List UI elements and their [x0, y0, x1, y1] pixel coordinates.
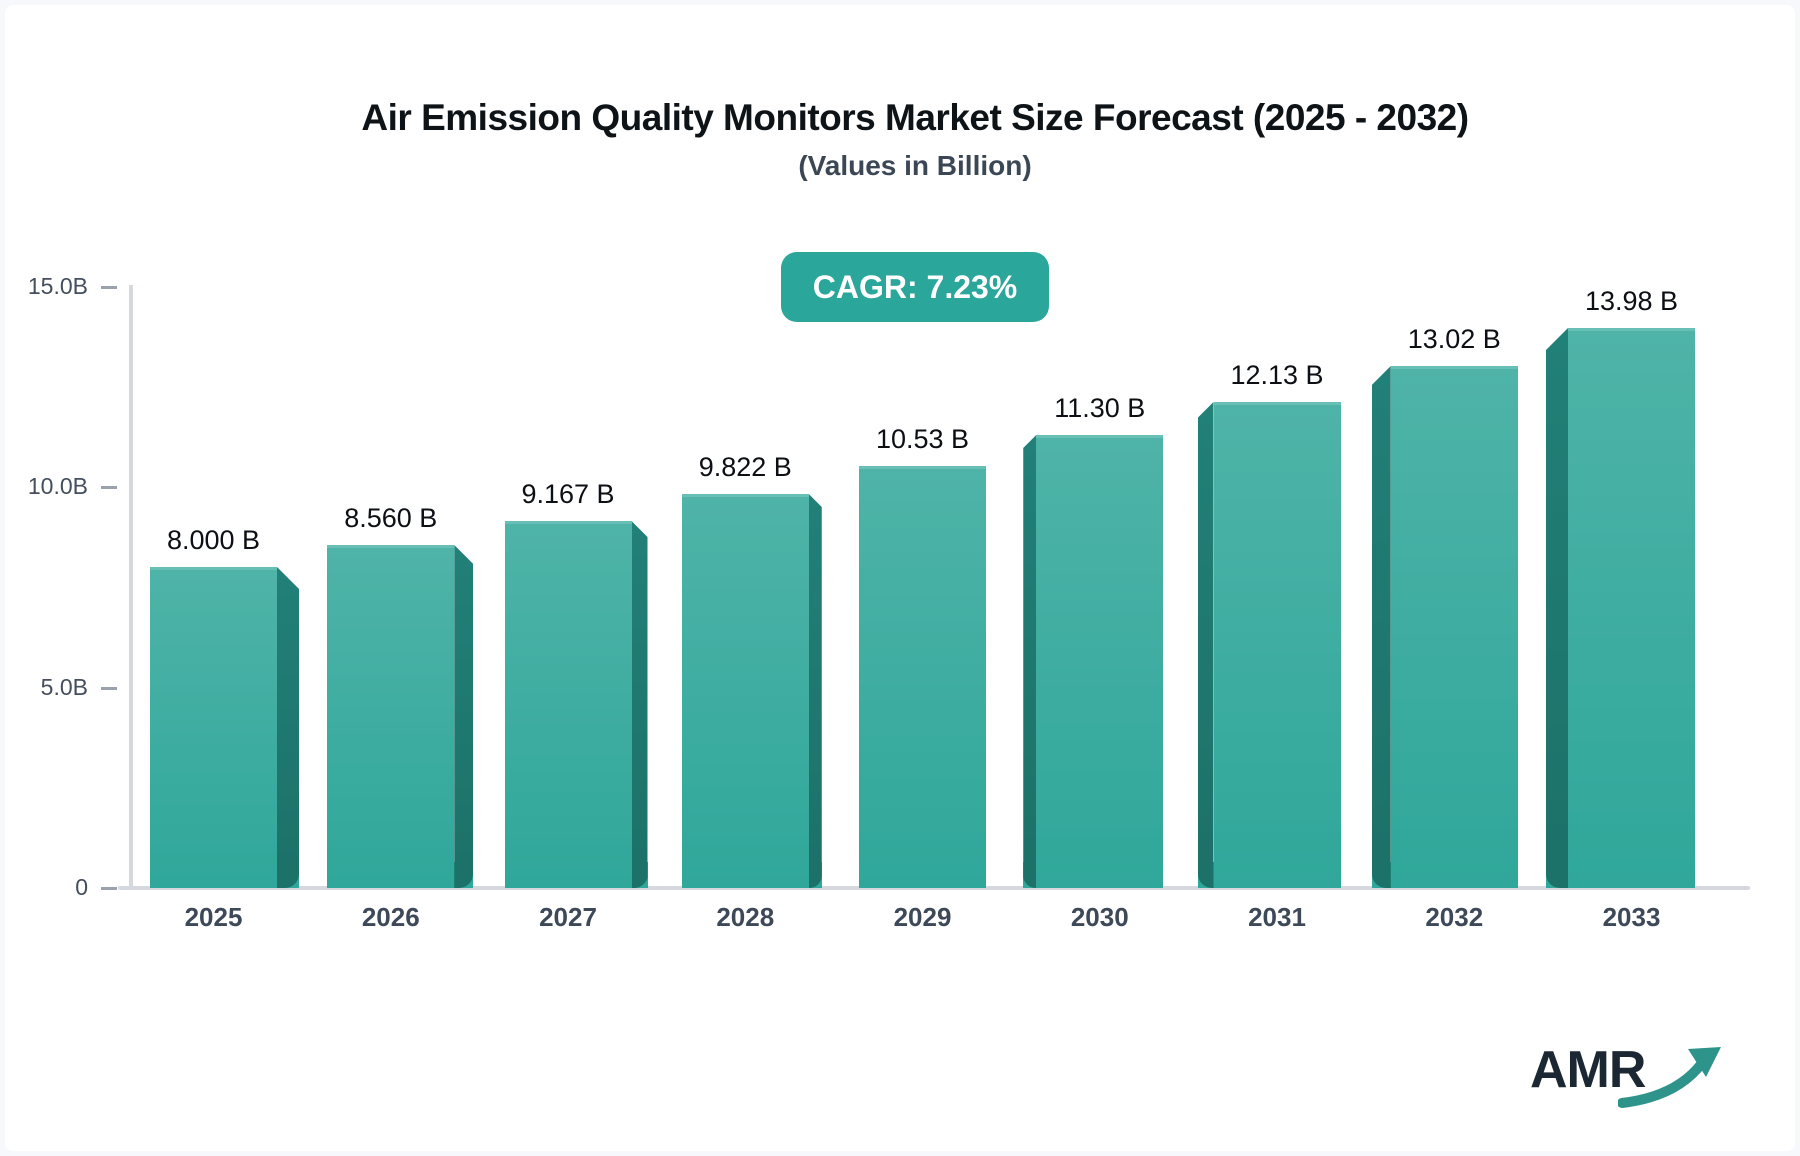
- bar-2032[interactable]: [1371, 366, 1518, 888]
- bar-value-label: 13.02 B: [1407, 324, 1501, 354]
- bar-face: [327, 545, 455, 888]
- growth-arrow-icon: [1618, 1047, 1721, 1108]
- bar-face: [150, 567, 277, 888]
- x-tick-label: 2031: [1248, 902, 1306, 932]
- bar-face: [1568, 328, 1695, 888]
- x-axis-line: [118, 886, 1750, 890]
- bar-2033[interactable]: [1546, 328, 1695, 888]
- bar-side-face: [808, 494, 822, 888]
- x-tick-label: 2026: [361, 902, 420, 932]
- y-tick-label: 0: [75, 874, 88, 900]
- x-tick-label: 2028: [716, 902, 775, 932]
- x-tick-label: 2029: [893, 902, 952, 932]
- bar-value-label: 11.30 B: [1054, 393, 1146, 423]
- bar-side-face: [277, 567, 299, 888]
- bar-face: [681, 494, 809, 888]
- bar-face: [859, 466, 986, 888]
- bar-value-label: 12.13 B: [1230, 360, 1324, 390]
- bar-side-face: [1371, 366, 1391, 888]
- x-tick-label: 2027: [539, 902, 597, 932]
- x-tick-label: 2033: [1602, 902, 1661, 932]
- bar-face: [1036, 435, 1164, 888]
- bar-2025[interactable]: [150, 567, 299, 888]
- bar-face: [1213, 402, 1341, 888]
- bar-2031[interactable]: [1197, 402, 1341, 888]
- bar-side-face: [454, 545, 474, 888]
- bar-side-face: [631, 521, 648, 888]
- x-tick-label: 2030: [1070, 902, 1129, 932]
- bar-value-label: 8.000 B: [166, 525, 261, 555]
- bar-side-face: [1197, 402, 1214, 888]
- chart-title: Air Emission Quality Monitors Market Siz…: [361, 97, 1469, 138]
- bar-face: [504, 521, 632, 888]
- bar-side-face: [1546, 328, 1568, 888]
- bar-2027[interactable]: [504, 521, 648, 888]
- bar-value-label: 8.560 B: [344, 503, 438, 533]
- amr-logo-text: AMR: [1530, 1041, 1646, 1099]
- bar-2029[interactable]: [859, 466, 986, 888]
- y-tick-mark: [101, 887, 117, 890]
- bar-value-label: 10.53 B: [875, 424, 970, 454]
- y-tick-label: 10.0B: [27, 473, 88, 500]
- bar-value-label: 9.822 B: [698, 452, 792, 482]
- amr-logo: AMR: [1530, 1035, 1730, 1125]
- bar-face: [1390, 366, 1518, 888]
- bar-2026[interactable]: [327, 545, 474, 888]
- y-tick-mark: [101, 285, 117, 289]
- x-tick-label: 2032: [1425, 902, 1484, 932]
- cagr-badge-label: CAGR: 7.23%: [812, 268, 1018, 305]
- bar-value-label: 9.167 B: [521, 479, 615, 509]
- bar-side-face: [1023, 435, 1037, 888]
- y-tick-label: 15.0B: [27, 272, 88, 299]
- y-tick-label: 5.0B: [40, 673, 88, 700]
- y-axis-line: [129, 285, 133, 888]
- bar-value-label: 13.98 B: [1584, 286, 1679, 316]
- cagr-badge: CAGR: 7.23%: [781, 252, 1049, 322]
- bar-2028[interactable]: [681, 494, 822, 888]
- x-tick-label: 2025: [184, 902, 243, 932]
- y-tick-mark: [101, 686, 117, 690]
- bar-2030[interactable]: [1023, 435, 1164, 888]
- chart-subtitle: (Values in Billion): [798, 150, 1032, 181]
- y-tick-mark: [101, 486, 117, 490]
